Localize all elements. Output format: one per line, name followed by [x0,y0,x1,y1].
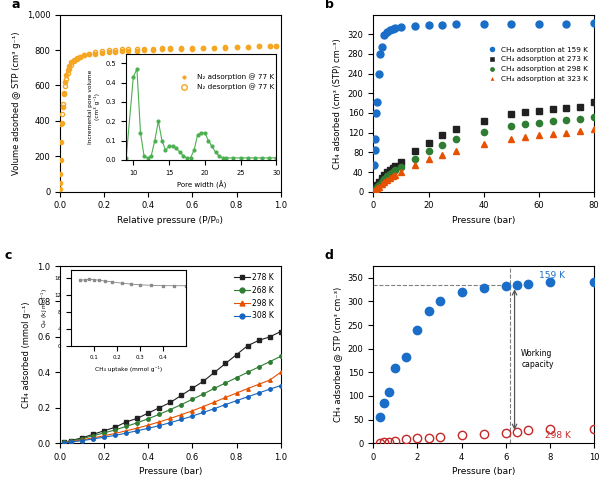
X-axis label: Relative pressure (P/P₀): Relative pressure (P/P₀) [118,216,223,225]
Y-axis label: CH₄ adsorbed (cm³ (STP) cm⁻³): CH₄ adsorbed (cm³ (STP) cm⁻³) [333,38,342,169]
Text: 298 K: 298 K [545,431,571,440]
X-axis label: Pressure (bar): Pressure (bar) [452,216,515,225]
Text: c: c [5,249,12,262]
Text: Working
capacity: Working capacity [521,349,554,369]
Text: 159 K: 159 K [539,271,565,280]
Text: d: d [325,249,334,262]
Legend: 278 K, 268 K, 298 K, 308 K: 278 K, 268 K, 298 K, 308 K [231,270,277,323]
X-axis label: Pressure (bar): Pressure (bar) [452,468,515,476]
Legend: CH₄ adsorption at 159 K, CH₄ adsorption at 273 K, CH₄ adsorption at 298 K, CH₄ a: CH₄ adsorption at 159 K, CH₄ adsorption … [482,44,590,85]
X-axis label: Pressure (bar): Pressure (bar) [139,468,202,476]
Text: b: b [325,0,334,11]
Y-axis label: CH₄ adsorbed @ STP (cm³ cm⁻³): CH₄ adsorbed @ STP (cm³ cm⁻³) [333,287,342,422]
Text: a: a [11,0,20,11]
Y-axis label: Volume adsorbed @ STP (cm³ g⁻¹): Volume adsorbed @ STP (cm³ g⁻¹) [12,31,21,175]
Y-axis label: CH₄ adsorbed (mmol g⁻¹): CH₄ adsorbed (mmol g⁻¹) [22,301,31,408]
Legend: N₂ adsorption @ 77 K, N₂ desorption @ 77 K: N₂ adsorption @ 77 K, N₂ desorption @ 77… [174,71,277,94]
